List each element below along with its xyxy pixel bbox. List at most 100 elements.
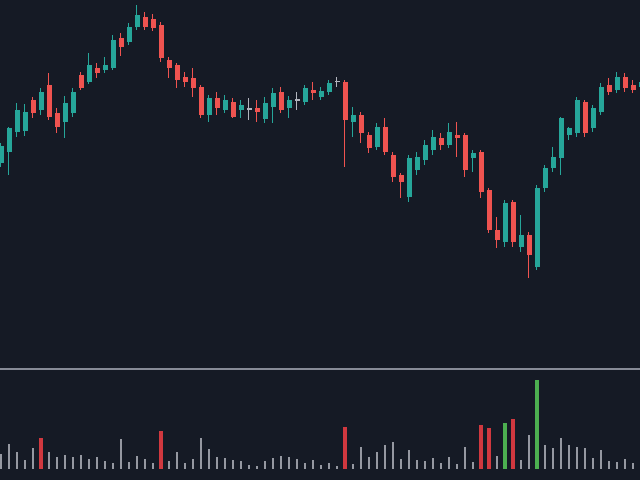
- volume-bar: [256, 466, 258, 469]
- volume-bar: [608, 461, 610, 469]
- volume-bar: [400, 459, 402, 469]
- volume-bar: [304, 463, 306, 469]
- volume-bar: [328, 463, 330, 469]
- candle-body: [167, 60, 172, 68]
- volume-bar: [496, 456, 498, 469]
- candle-body: [447, 132, 452, 145]
- candle-body: [535, 188, 540, 267]
- candle-body: [591, 108, 596, 128]
- volume-bar: [464, 447, 466, 469]
- candle-body: [231, 102, 236, 117]
- volume-bar: [88, 459, 90, 469]
- volume-bar: [632, 463, 634, 469]
- volume-bar: [560, 438, 562, 469]
- volume-pane[interactable]: [0, 380, 640, 469]
- volume-bar: [192, 459, 194, 469]
- candle-body: [583, 102, 588, 133]
- candle-body: [415, 157, 420, 170]
- candle-body: [39, 92, 44, 110]
- candle-body: [527, 235, 532, 255]
- volume-bar: [432, 458, 434, 469]
- volume-bar: [80, 455, 82, 469]
- candle-body: [463, 135, 468, 170]
- volume-bar: [184, 463, 186, 469]
- volume-bar: [39, 438, 43, 469]
- candle-body: [335, 81, 340, 82]
- volume-bar: [216, 457, 218, 469]
- candle-body: [111, 40, 116, 68]
- volume-bar: [360, 447, 362, 469]
- volume-bar: [8, 444, 10, 469]
- volume-bar: [272, 458, 274, 469]
- volume-bar: [136, 456, 138, 469]
- candle-body: [423, 145, 428, 160]
- candle-body: [239, 105, 244, 110]
- volume-bar: [224, 458, 226, 469]
- price-pane[interactable]: [0, 5, 640, 278]
- candle-body: [175, 65, 180, 80]
- candle-body: [623, 77, 628, 88]
- volume-bar: [416, 460, 418, 469]
- volume-bar: [624, 459, 626, 469]
- candle-body: [351, 115, 356, 122]
- volume-bar: [208, 449, 210, 469]
- candle-body: [575, 100, 580, 133]
- candle-wick: [472, 150, 473, 172]
- candle-body: [615, 77, 620, 90]
- volume-bar: [440, 463, 442, 469]
- candle-body: [607, 85, 612, 92]
- volume-bar: [72, 457, 74, 469]
- candle-body: [71, 92, 76, 113]
- candle-wick: [520, 215, 521, 252]
- volume-bar: [392, 442, 394, 469]
- candle-body: [599, 87, 604, 112]
- candle-body: [559, 118, 564, 158]
- candle-body: [319, 91, 324, 97]
- volume-bar: [0, 454, 2, 469]
- candle-body: [135, 15, 140, 27]
- candle-body: [567, 128, 572, 135]
- pane-separator[interactable]: [0, 368, 640, 370]
- candle-body: [439, 138, 444, 145]
- volume-bar: [520, 460, 522, 469]
- candle-body: [151, 19, 156, 28]
- candle-body: [95, 68, 100, 73]
- volume-bar: [176, 452, 178, 469]
- volume-bar: [48, 452, 50, 469]
- candle-body: [31, 100, 36, 113]
- candle-body: [551, 157, 556, 168]
- volume-bar: [96, 457, 98, 469]
- volume-bar: [240, 461, 242, 469]
- candle-body: [503, 203, 508, 242]
- candle-body: [303, 88, 308, 102]
- volume-bar: [288, 457, 290, 469]
- candle-body: [511, 202, 516, 242]
- candle-wick: [456, 122, 457, 157]
- candle-body: [191, 78, 196, 88]
- volume-bar: [448, 457, 450, 469]
- volume-bar: [159, 431, 163, 469]
- candle-body: [7, 128, 12, 152]
- candle-body: [543, 168, 548, 188]
- candle-body: [119, 38, 124, 47]
- volume-bar: [296, 459, 298, 469]
- candle-body: [311, 90, 316, 93]
- volume-bar: [472, 462, 474, 469]
- candle-wick: [344, 80, 345, 167]
- volume-bar: [408, 450, 410, 469]
- volume-bar: [232, 460, 234, 469]
- volume-bar: [616, 462, 618, 469]
- volume-bar: [120, 439, 122, 469]
- candle-body: [519, 235, 524, 247]
- candle-body: [487, 190, 492, 230]
- candle-body: [399, 175, 404, 182]
- candle-body: [343, 82, 348, 120]
- candle-body: [367, 135, 372, 148]
- candle-body: [215, 98, 220, 108]
- volume-bar: [152, 463, 154, 469]
- volume-bar: [600, 450, 602, 469]
- volume-bar: [168, 461, 170, 469]
- candle-body: [23, 112, 28, 131]
- candle-body: [255, 108, 260, 112]
